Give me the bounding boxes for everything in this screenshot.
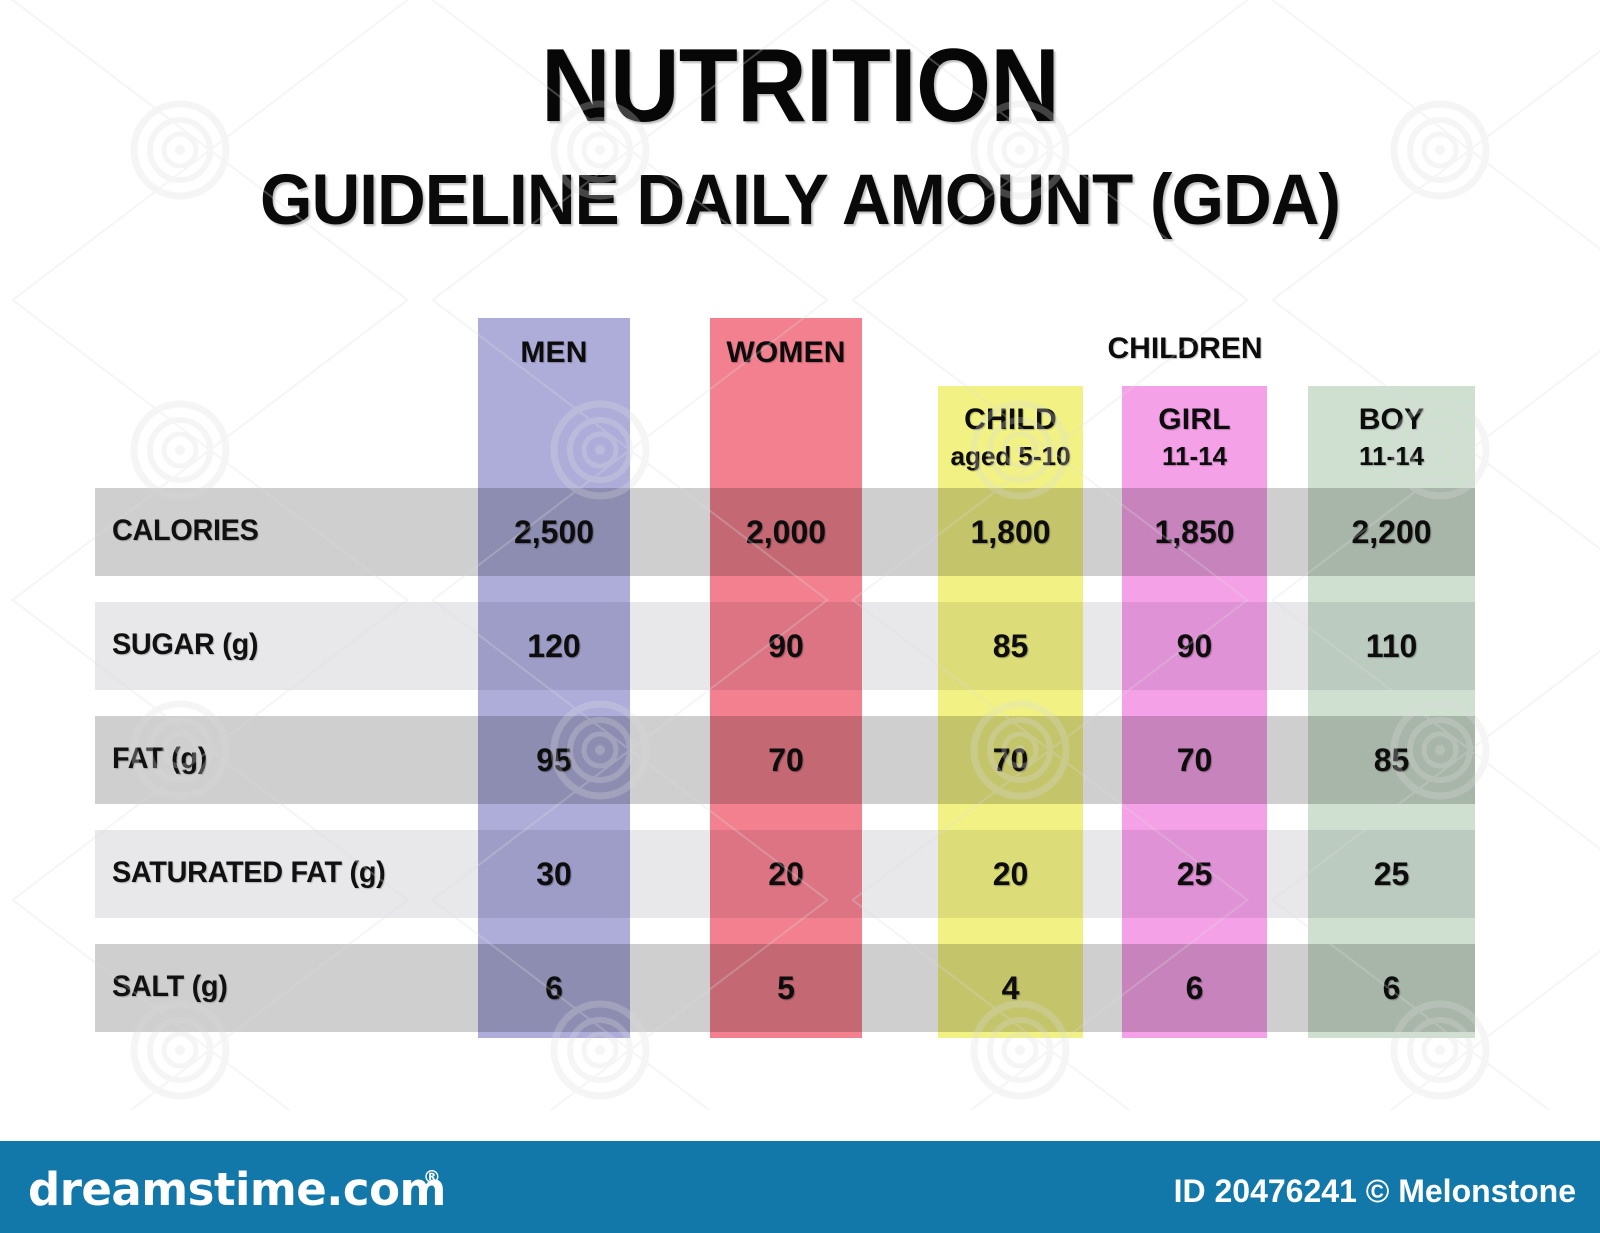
table-cell-men: 30: [536, 856, 572, 892]
column-header-sublabel: 11-14: [1358, 441, 1425, 472]
table-cell-girl: 25: [1176, 856, 1213, 892]
table-cell-men: 2,500: [513, 514, 595, 550]
registered-mark-icon: ®: [422, 1167, 441, 1188]
table-cell-women: 70: [768, 742, 804, 778]
table-cell-child: 20: [992, 856, 1029, 892]
table-cell-child: 85: [992, 628, 1029, 664]
table-cell-men: 120: [527, 628, 581, 664]
column-header-sublabel: aged 5-10: [950, 441, 1071, 472]
table-cell-women: 20: [768, 856, 804, 892]
table-cell-boy: 25: [1373, 856, 1410, 892]
table-cell-boy: 85: [1373, 742, 1410, 778]
image-id-credit: ID 20476241 © Melonstone: [1173, 1173, 1576, 1209]
table-cell-girl: 90: [1176, 628, 1213, 664]
footer-bar: dreamstime.com® ID 20476241 © Melonstone: [0, 1141, 1600, 1233]
table-cell-girl: 1,850: [1154, 514, 1235, 550]
column-header-men: MEN: [478, 335, 630, 370]
column-header-women: WOMEN: [710, 335, 862, 370]
column-header-child: CHILD aged 5-10: [938, 402, 1083, 472]
column-header-label: GIRL: [1158, 403, 1231, 436]
table-cell-boy: 6: [1382, 970, 1401, 1006]
table-cell-boy: 2,200: [1351, 514, 1432, 550]
column-header-label: BOY: [1358, 403, 1425, 436]
column-band-girl: [1122, 386, 1267, 1038]
row-label: CALORIES: [112, 514, 259, 547]
table-cell-men: 95: [536, 742, 572, 778]
row-label: SUGAR (g): [112, 628, 259, 661]
table-cell-women: 5: [777, 970, 795, 1006]
table-cell-boy: 110: [1365, 628, 1418, 664]
table-cell-child: 70: [992, 742, 1029, 778]
table-cell-men: 6: [545, 970, 563, 1006]
column-header-label: WOMEN: [726, 336, 846, 369]
table-cell-child: 4: [1001, 970, 1020, 1006]
column-header-sublabel: 11-14: [1161, 441, 1228, 472]
column-band-boy: [1308, 386, 1475, 1038]
row-label: SATURATED FAT (g): [112, 856, 386, 889]
dreamstime-logo: dreamstime.com®: [28, 1163, 463, 1216]
footer-logo-text: dreamstime.com: [28, 1163, 446, 1216]
column-header-boy: BOY 11-14: [1308, 402, 1475, 472]
column-header-girl: GIRL 11-14: [1122, 402, 1267, 472]
table-cell-women: 90: [768, 628, 804, 664]
table-cell-girl: 6: [1185, 970, 1204, 1006]
table-cell-child: 1,800: [970, 514, 1051, 550]
group-header-children: CHILDREN: [1107, 332, 1263, 365]
column-header-label: CHILD: [964, 403, 1057, 436]
column-header-label: MEN: [520, 336, 588, 369]
column-band-child: [938, 386, 1083, 1038]
row-label: FAT (g): [112, 742, 208, 775]
gda-table: CHILDREN MEN WOMEN CHILD aged 5-10 GIRL 11-14…: [0, 0, 1600, 1110]
table-cell-girl: 70: [1176, 742, 1213, 778]
row-label: SALT (g): [112, 970, 228, 1003]
table-cell-women: 2,000: [745, 514, 827, 550]
